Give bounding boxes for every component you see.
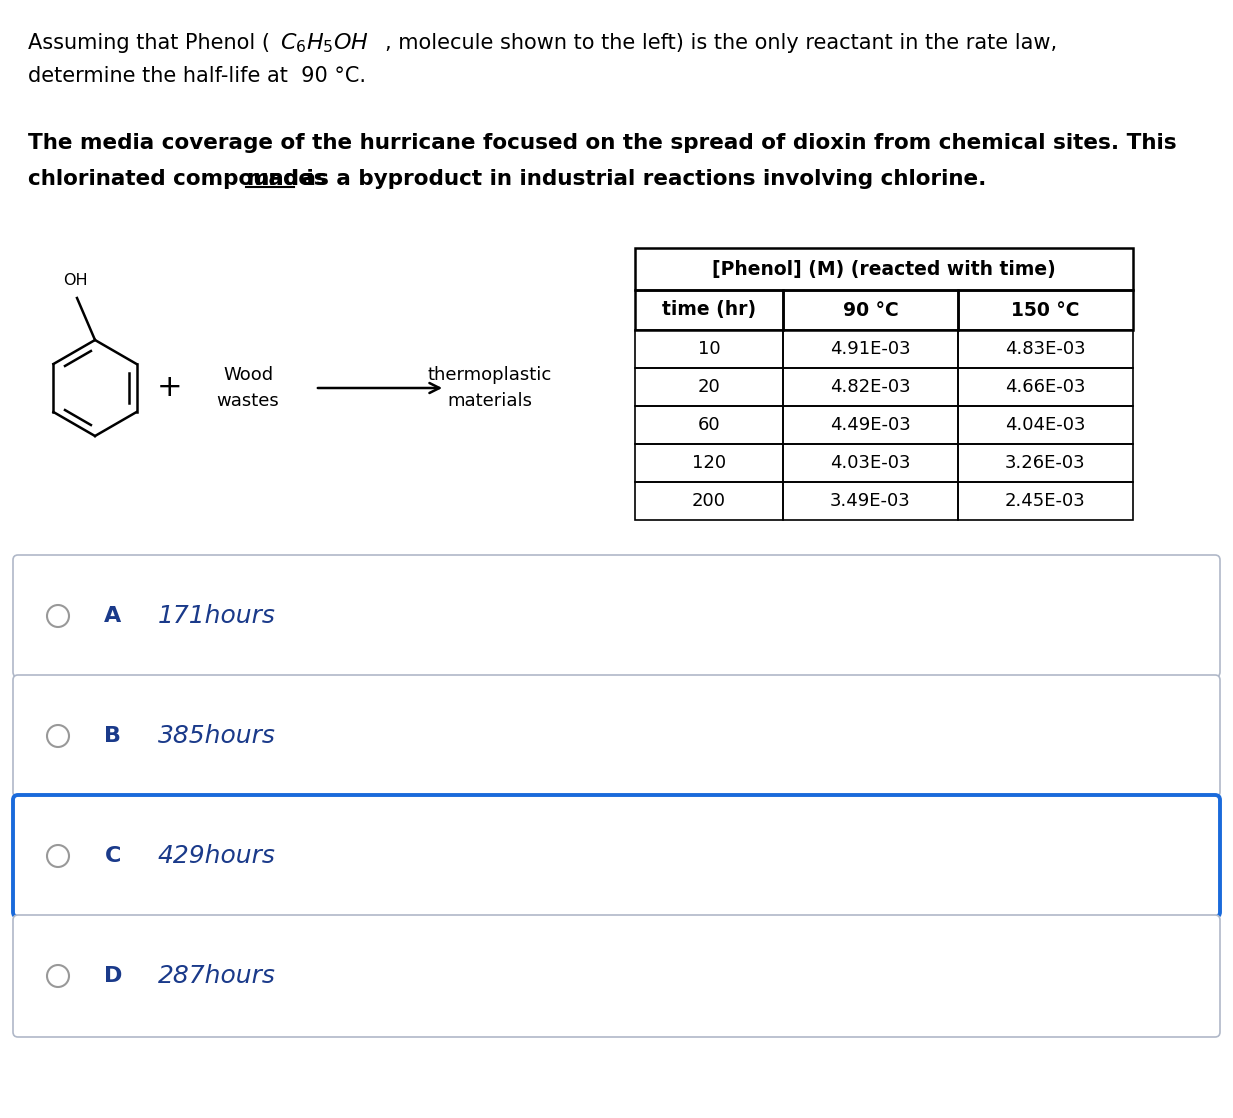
FancyBboxPatch shape bbox=[14, 915, 1219, 1038]
Text: time (hr): time (hr) bbox=[662, 301, 756, 320]
FancyBboxPatch shape bbox=[14, 795, 1219, 917]
Bar bbox=[635, 406, 783, 444]
Bar bbox=[635, 290, 783, 330]
Text: 4.04E-03: 4.04E-03 bbox=[1005, 416, 1086, 434]
Bar bbox=[958, 290, 1133, 330]
FancyBboxPatch shape bbox=[14, 555, 1219, 678]
Text: 2.45E-03: 2.45E-03 bbox=[1005, 492, 1086, 510]
Bar bbox=[635, 482, 783, 520]
Text: 171hours: 171hours bbox=[158, 604, 276, 628]
Text: as a byproduct in industrial reactions involving chlorine.: as a byproduct in industrial reactions i… bbox=[293, 169, 986, 189]
Text: thermoplastic: thermoplastic bbox=[428, 366, 552, 383]
Text: 4.82E-03: 4.82E-03 bbox=[830, 378, 911, 396]
Text: $\mathit{C_6H_5OH}$: $\mathit{C_6H_5OH}$ bbox=[280, 31, 369, 55]
Bar bbox=[958, 482, 1133, 520]
Text: 3.26E-03: 3.26E-03 bbox=[1005, 454, 1086, 472]
Bar bbox=[958, 444, 1133, 482]
Bar bbox=[635, 444, 783, 482]
Text: , molecule shown to the left) is the only reactant in the rate law,: , molecule shown to the left) is the onl… bbox=[385, 34, 1057, 53]
Text: 287hours: 287hours bbox=[158, 964, 276, 988]
Text: wastes: wastes bbox=[217, 392, 280, 410]
Text: 200: 200 bbox=[692, 492, 726, 510]
Text: determine the half-life at  90 °C.: determine the half-life at 90 °C. bbox=[28, 66, 366, 86]
Bar bbox=[783, 444, 958, 482]
Text: 60: 60 bbox=[698, 416, 720, 434]
Text: A: A bbox=[105, 606, 122, 626]
Bar bbox=[783, 290, 958, 330]
Bar bbox=[635, 368, 783, 406]
Bar bbox=[958, 406, 1133, 444]
Bar bbox=[958, 330, 1133, 368]
Bar bbox=[783, 482, 958, 520]
Text: 120: 120 bbox=[692, 454, 726, 472]
Text: B: B bbox=[105, 726, 122, 746]
Text: 4.49E-03: 4.49E-03 bbox=[830, 416, 911, 434]
Text: 4.66E-03: 4.66E-03 bbox=[1005, 378, 1086, 396]
Text: D: D bbox=[104, 966, 122, 986]
Text: The media coverage of the hurricane focused on the spread of dioxin from chemica: The media coverage of the hurricane focu… bbox=[28, 133, 1176, 153]
Text: [Phenol] (M) (reacted with time): [Phenol] (M) (reacted with time) bbox=[713, 259, 1055, 278]
Text: 4.83E-03: 4.83E-03 bbox=[1005, 340, 1086, 358]
Text: chlorinated compound is: chlorinated compound is bbox=[28, 169, 334, 189]
Bar bbox=[783, 330, 958, 368]
Text: 385hours: 385hours bbox=[158, 724, 276, 748]
Text: C: C bbox=[105, 846, 121, 866]
Text: 429hours: 429hours bbox=[158, 844, 276, 868]
Text: 3.49E-03: 3.49E-03 bbox=[830, 492, 911, 510]
Bar bbox=[783, 368, 958, 406]
Text: +: + bbox=[157, 373, 182, 402]
Text: Wood: Wood bbox=[223, 366, 272, 383]
Text: 4.03E-03: 4.03E-03 bbox=[830, 454, 911, 472]
Bar bbox=[958, 368, 1133, 406]
Bar bbox=[783, 406, 958, 444]
Text: 150 °C: 150 °C bbox=[1011, 301, 1080, 320]
Text: 10: 10 bbox=[698, 340, 720, 358]
Text: 4.91E-03: 4.91E-03 bbox=[830, 340, 911, 358]
Text: 20: 20 bbox=[698, 378, 720, 396]
Text: 90 °C: 90 °C bbox=[842, 301, 899, 320]
Text: OH: OH bbox=[63, 273, 88, 288]
Text: Assuming that Phenol (: Assuming that Phenol ( bbox=[28, 34, 270, 53]
Text: materials: materials bbox=[448, 392, 533, 410]
FancyBboxPatch shape bbox=[14, 675, 1219, 797]
Text: made: made bbox=[247, 169, 313, 189]
Bar bbox=[635, 330, 783, 368]
Bar bbox=[635, 248, 1133, 290]
